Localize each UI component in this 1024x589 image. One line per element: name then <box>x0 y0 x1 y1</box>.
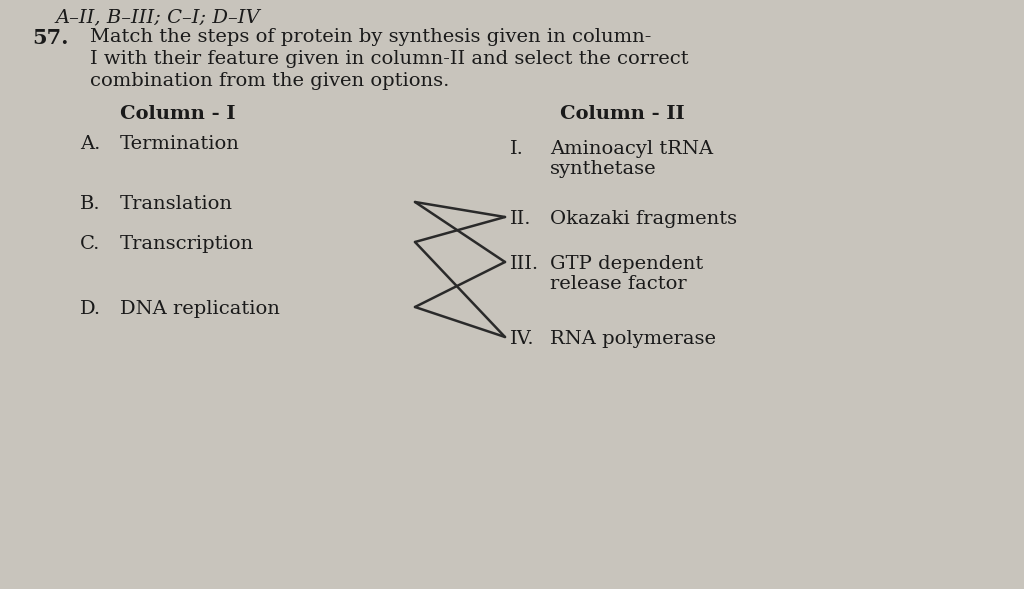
Text: Transcription: Transcription <box>120 235 254 253</box>
Text: DNA replication: DNA replication <box>120 300 280 318</box>
Text: GTP dependent: GTP dependent <box>550 255 703 273</box>
Text: Translation: Translation <box>120 195 233 213</box>
Text: release factor: release factor <box>550 275 687 293</box>
Text: I with their feature given in column-II and select the correct: I with their feature given in column-II … <box>90 50 688 68</box>
Text: C.: C. <box>80 235 100 253</box>
Text: D.: D. <box>80 300 101 318</box>
Text: B.: B. <box>80 195 100 213</box>
Text: RNA polymerase: RNA polymerase <box>550 330 716 348</box>
Text: I.: I. <box>510 140 524 158</box>
Text: IV.: IV. <box>510 330 535 348</box>
Text: A–II, B–III; C–I; D–IV: A–II, B–III; C–I; D–IV <box>55 8 260 26</box>
Text: combination from the given options.: combination from the given options. <box>90 72 450 90</box>
Text: Column - I: Column - I <box>120 105 236 123</box>
Text: synthetase: synthetase <box>550 160 656 178</box>
Text: III.: III. <box>510 255 539 273</box>
Text: A.: A. <box>80 135 100 153</box>
Text: 57.: 57. <box>32 28 69 48</box>
Text: II.: II. <box>510 210 531 228</box>
Text: Aminoacyl tRNA: Aminoacyl tRNA <box>550 140 713 158</box>
Text: Termination: Termination <box>120 135 240 153</box>
Text: Match the steps of protein by synthesis given in column-: Match the steps of protein by synthesis … <box>90 28 651 46</box>
Text: Column - II: Column - II <box>560 105 685 123</box>
Text: Okazaki fragments: Okazaki fragments <box>550 210 737 228</box>
